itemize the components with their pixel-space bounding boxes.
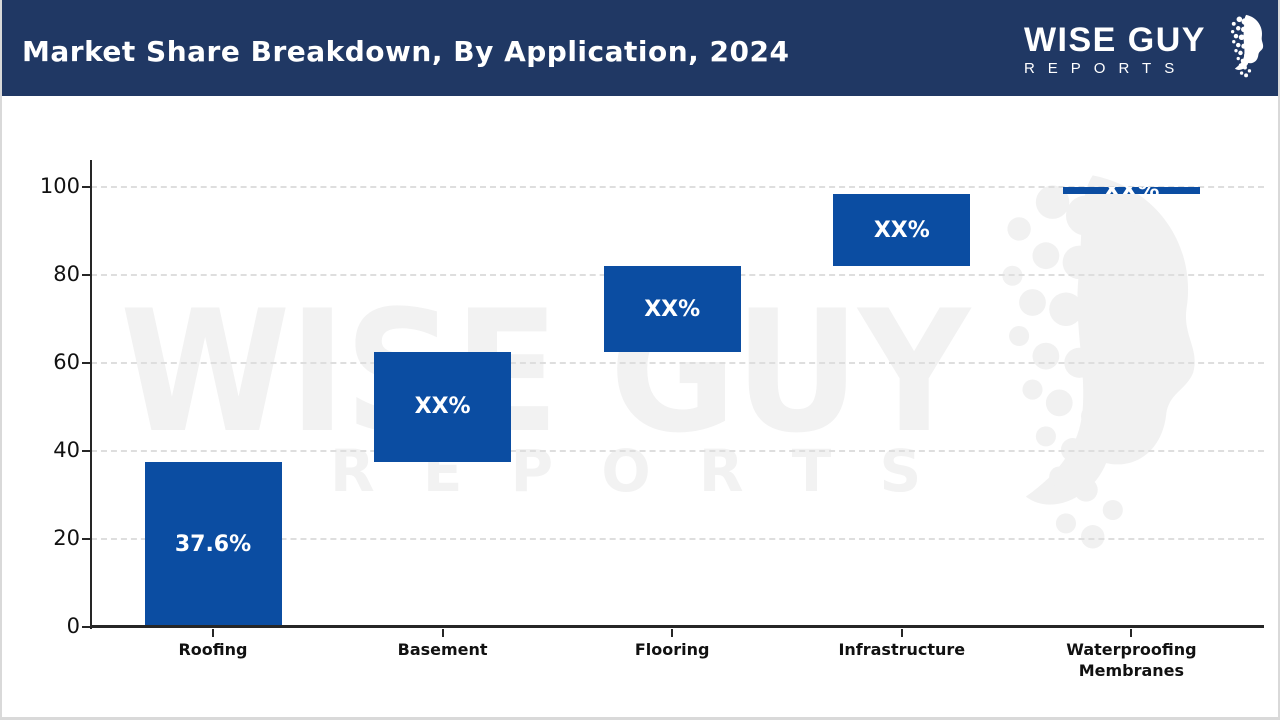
- y-tick-label: 0: [66, 614, 80, 638]
- bar-value-label: XX%: [873, 217, 930, 243]
- bar-infrastructure: XX%: [833, 194, 971, 267]
- gridline-60: [91, 362, 1264, 364]
- wiseguy-logo-text: WISE GUY REPORTS: [1024, 23, 1206, 76]
- category-label-basement: Basement: [397, 640, 488, 659]
- y-tick-label: 60: [53, 350, 80, 374]
- logo-wordmark: WISE GUY: [1023, 20, 1206, 59]
- x-axis-line: [90, 625, 1264, 628]
- y-tick-mark: [82, 186, 91, 188]
- gridline-100: [91, 186, 1264, 188]
- y-tick-mark: [82, 538, 91, 540]
- x-tick-mark: [671, 629, 674, 637]
- y-tick-mark: [82, 362, 91, 364]
- category-label-flooring: Flooring: [634, 640, 710, 659]
- watermark-face-icon: [1002, 175, 1195, 549]
- bar-roofing: 37.6%: [144, 461, 282, 627]
- category-label-roofing: Roofing: [178, 640, 248, 659]
- gridline-20: [91, 538, 1264, 540]
- category-label-infrastructure: Infrastructure: [838, 640, 966, 659]
- gridline-40: [91, 450, 1264, 452]
- logo-subtext: REPORTS: [1023, 59, 1188, 77]
- x-tick-mark: [900, 629, 903, 637]
- bar-flooring: XX%: [603, 266, 741, 353]
- x-tick-mark: [441, 629, 444, 637]
- y-tick-mark: [82, 626, 91, 628]
- bar-value-label: XX%: [414, 394, 471, 420]
- header: Market Share Breakdown, By Application, …: [2, 0, 1278, 96]
- bar-basement: XX%: [374, 352, 512, 462]
- bar-value-label: 37.6%: [174, 531, 252, 557]
- y-tick-label: 100: [39, 174, 80, 198]
- bar-value-label: XX%: [1103, 187, 1159, 194]
- y-tick-mark: [82, 450, 91, 452]
- bar-waterproofing-membranes: XX%: [1062, 187, 1200, 195]
- category-label-waterproofing-membranes: Waterproofing Membranes: [1066, 640, 1197, 680]
- y-tick-label: 40: [53, 438, 80, 462]
- y-tick-label: 80: [53, 262, 80, 286]
- y-axis-line: [90, 160, 92, 629]
- bar-value-label: XX%: [644, 296, 701, 322]
- x-tick-mark: [1130, 629, 1133, 637]
- x-tick-mark: [212, 629, 214, 637]
- wiseguy-face-icon: [1230, 14, 1264, 78]
- y-tick-mark: [82, 274, 91, 276]
- page-title: Market Share Breakdown, By Application, …: [22, 34, 790, 68]
- watermark-wordmark: WISE GUY: [120, 274, 970, 470]
- y-tick-label: 20: [53, 526, 80, 550]
- wiseguy-logo: WISE GUY REPORTS: [1024, 8, 1264, 88]
